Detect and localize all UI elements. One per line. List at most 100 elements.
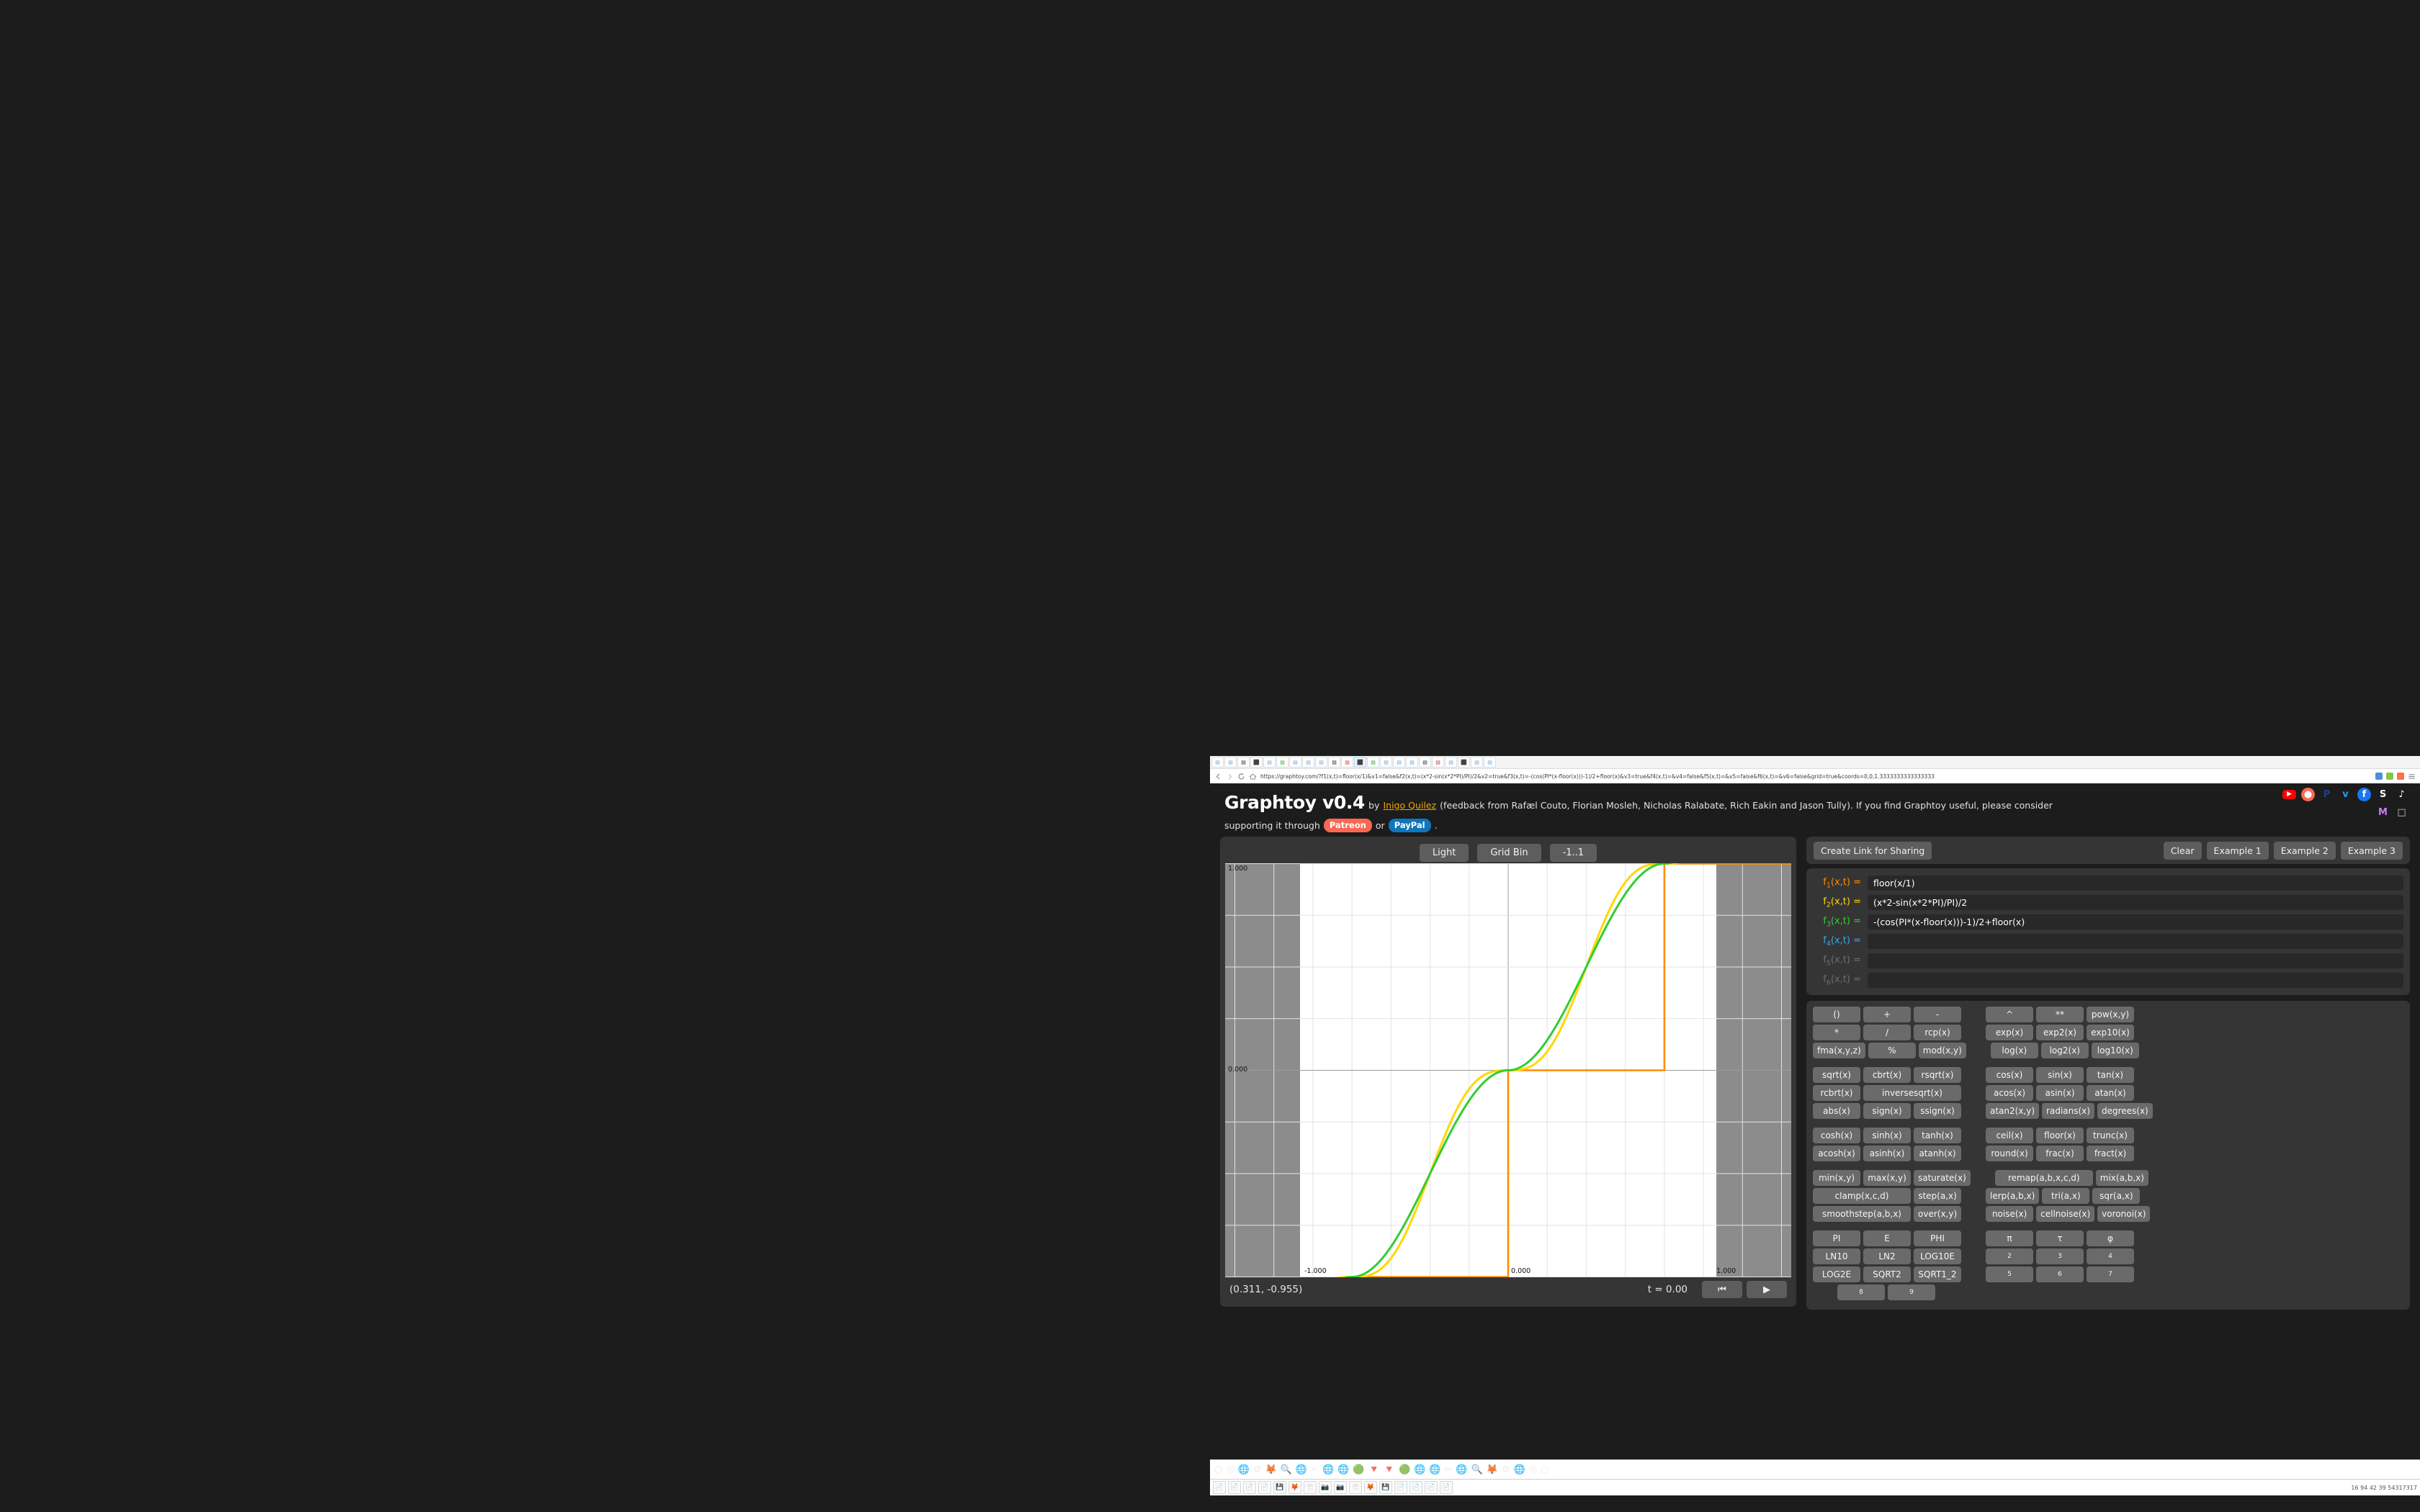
browser-tab[interactable]: ▤ bbox=[1380, 757, 1392, 768]
taskbar-window-icon[interactable]: 🖥 bbox=[1349, 1481, 1362, 1494]
browser-tab[interactable]: ▤ bbox=[1341, 757, 1353, 768]
keypad-button[interactable]: 4 bbox=[2087, 1248, 2134, 1264]
system-tray-icon[interactable]: 🦊 bbox=[1265, 1464, 1277, 1475]
system-tray-icon[interactable]: 🌐 bbox=[1429, 1464, 1441, 1475]
tiktok-icon[interactable]: ♪ bbox=[2398, 789, 2405, 800]
keypad-button[interactable]: max(x,y) bbox=[1863, 1170, 1911, 1186]
keypad-button[interactable]: exp2(x) bbox=[2036, 1025, 2084, 1040]
taskbar-window-icon[interactable]: 📷 bbox=[1334, 1481, 1347, 1494]
system-tray-icon[interactable]: ⚙ bbox=[1252, 1464, 1262, 1475]
keypad-button[interactable]: atanh(x) bbox=[1914, 1146, 1961, 1161]
twitter-icon[interactable]: ᴠ bbox=[2342, 789, 2349, 800]
system-tray-icon[interactable]: ✂ bbox=[1444, 1464, 1453, 1475]
keypad-button[interactable]: atan2(x,y) bbox=[1986, 1103, 2040, 1119]
system-tray-icon[interactable]: 🌐 bbox=[1456, 1464, 1468, 1475]
keypad-button[interactable]: 5 bbox=[1986, 1266, 2033, 1282]
keypad-button[interactable]: 7 bbox=[2087, 1266, 2134, 1282]
paypal-icon[interactable]: P bbox=[2323, 789, 2331, 800]
browser-tab[interactable]: ▤ bbox=[1367, 757, 1379, 768]
taskbar-window-icon[interactable]: 📄 bbox=[1228, 1481, 1241, 1494]
browser-tab[interactable]: ▤ bbox=[1393, 757, 1405, 768]
keypad-button[interactable]: tanh(x) bbox=[1914, 1128, 1961, 1143]
browser-tab[interactable]: ▤ bbox=[1445, 757, 1457, 768]
keypad-button[interactable]: atan(x) bbox=[2087, 1085, 2134, 1101]
keypad-button[interactable]: LOG10E bbox=[1914, 1248, 1961, 1264]
keypad-button[interactable]: 8 bbox=[1837, 1284, 1885, 1300]
formula-input-5[interactable] bbox=[1868, 953, 2403, 968]
system-tray-icon[interactable]: 🌐 bbox=[1237, 1464, 1250, 1475]
browser-tab[interactable]: ⬛ bbox=[1250, 757, 1263, 768]
keypad-button[interactable]: E bbox=[1863, 1230, 1911, 1246]
system-tray-icon[interactable]: ○ bbox=[1214, 1464, 1223, 1475]
keypad-button[interactable]: rcp(x) bbox=[1914, 1025, 1961, 1040]
keypad-button[interactable]: log(x) bbox=[1990, 1043, 2038, 1058]
system-tray-icon[interactable]: 🌐 bbox=[1322, 1464, 1335, 1475]
system-tray-icon[interactable]: ◎ bbox=[1226, 1464, 1234, 1475]
browser-tab[interactable]: ▤ bbox=[1211, 757, 1224, 768]
keypad-button[interactable]: 3 bbox=[2036, 1248, 2084, 1264]
formula-input-6[interactable] bbox=[1868, 973, 2403, 988]
keypad-button[interactable]: sinh(x) bbox=[1863, 1128, 1911, 1143]
taskbar-window-icon[interactable]: 💾 bbox=[1273, 1481, 1286, 1494]
keypad-button[interactable]: lerp(a,b,x) bbox=[1986, 1188, 2040, 1204]
create-link-button[interactable]: Create Link for Sharing bbox=[1814, 841, 1932, 860]
keypad-button[interactable]: cos(x) bbox=[1986, 1067, 2033, 1083]
keypad-button[interactable]: PI bbox=[1813, 1230, 1860, 1246]
browser-tab[interactable]: ▤ bbox=[1289, 757, 1301, 768]
theme-toggle-button[interactable]: Light bbox=[1419, 843, 1469, 862]
browser-tab[interactable]: ▤ bbox=[1471, 757, 1483, 768]
keypad-button[interactable]: 2 bbox=[1986, 1248, 2033, 1264]
keypad-button[interactable]: SQRT1_2 bbox=[1914, 1266, 1961, 1282]
taskbar-window-icon[interactable]: 🦊 bbox=[1289, 1481, 1301, 1494]
extension-icon-1[interactable] bbox=[2375, 773, 2383, 780]
browser-tab[interactable]: ▤ bbox=[1224, 757, 1237, 768]
keypad-button[interactable]: over(x,y) bbox=[1914, 1206, 1962, 1222]
keypad-button[interactable]: sign(x) bbox=[1863, 1103, 1911, 1119]
keypad-button[interactable]: PHI bbox=[1914, 1230, 1961, 1246]
system-tray-icon[interactable]: 🔻 bbox=[1368, 1464, 1380, 1475]
keypad-button[interactable]: saturate(x) bbox=[1914, 1170, 1971, 1186]
browser-tabstrip[interactable]: ▤ ▤ ▤ ⬛ ▤ ▤ ▤ ▤ ▤ ▤ ▤ ⬛ ▤ ▤ ▤ ▤ ▤ ▤ ▤ ⬛ ▤ ▤ bbox=[1210, 756, 2420, 769]
system-tray-icon[interactable]: 🔍 bbox=[1280, 1464, 1292, 1475]
keypad-button[interactable]: mod(x,y) bbox=[1918, 1043, 1966, 1058]
system-tray-icon[interactable]: 🌐 bbox=[1337, 1464, 1350, 1475]
keypad-button[interactable]: smoothstep(a,b,x) bbox=[1813, 1206, 1911, 1222]
patreon-icon[interactable]: ● bbox=[2301, 788, 2315, 801]
system-tray-icon[interactable]: 🌐 bbox=[1295, 1464, 1308, 1475]
example-1-button[interactable]: Example 1 bbox=[2206, 841, 2269, 860]
system-tray-icon[interactable]: 🦊 bbox=[1486, 1464, 1498, 1475]
keypad-button[interactable]: LN2 bbox=[1863, 1248, 1911, 1264]
keypad-button[interactable]: asinh(x) bbox=[1863, 1146, 1911, 1161]
taskbar-window-icon[interactable]: 📄 bbox=[1394, 1481, 1407, 1494]
keypad-button[interactable]: ^ bbox=[1986, 1007, 2033, 1022]
rewind-button[interactable]: ⏮ bbox=[1702, 1281, 1742, 1298]
range-button[interactable]: -1..1 bbox=[1549, 843, 1597, 862]
keypad-button[interactable]: min(x,y) bbox=[1813, 1170, 1860, 1186]
keypad-button[interactable]: cellnoise(x) bbox=[2036, 1206, 2095, 1222]
example-2-button[interactable]: Example 2 bbox=[2273, 841, 2336, 860]
keypad-button[interactable]: acos(x) bbox=[1986, 1085, 2033, 1101]
keypad-button[interactable]: log10(x) bbox=[2091, 1043, 2139, 1058]
keypad-button[interactable]: inversesqrt(x) bbox=[1863, 1085, 1961, 1101]
browser-tab[interactable]: ⬛ bbox=[1458, 757, 1470, 768]
keypad-button[interactable]: sqr(a,x) bbox=[2092, 1188, 2141, 1204]
formula-input-1[interactable] bbox=[1868, 876, 2403, 891]
taskbar-window-icon[interactable]: 📄 bbox=[1425, 1481, 1438, 1494]
reload-icon[interactable] bbox=[1237, 773, 1245, 780]
keypad-button[interactable]: / bbox=[1863, 1025, 1911, 1040]
browser-tab[interactable]: ▤ bbox=[1263, 757, 1276, 768]
keypad-button[interactable]: degrees(x) bbox=[2097, 1103, 2153, 1119]
keypad-button[interactable]: fma(x,y,z) bbox=[1813, 1043, 1865, 1058]
forward-icon[interactable] bbox=[1226, 773, 1234, 780]
keypad-button[interactable]: rcbrt(x) bbox=[1813, 1085, 1860, 1101]
keypad-button[interactable]: exp(x) bbox=[1986, 1025, 2033, 1040]
keypad-button[interactable]: sqrt(x) bbox=[1813, 1067, 1860, 1083]
keypad-button[interactable]: * bbox=[1813, 1025, 1860, 1040]
browser-tab[interactable]: ▤ bbox=[1315, 757, 1327, 768]
keypad-button[interactable]: τ bbox=[2036, 1230, 2084, 1246]
taskbar-window-icon[interactable]: 📄 bbox=[1410, 1481, 1422, 1494]
taskbar-window-icon[interactable]: 🖥 bbox=[1304, 1481, 1317, 1494]
keypad-button[interactable]: remap(a,b,x,c,d) bbox=[1994, 1170, 2093, 1186]
menu-icon[interactable] bbox=[2408, 773, 2416, 780]
formula-input-4[interactable] bbox=[1868, 934, 2403, 949]
